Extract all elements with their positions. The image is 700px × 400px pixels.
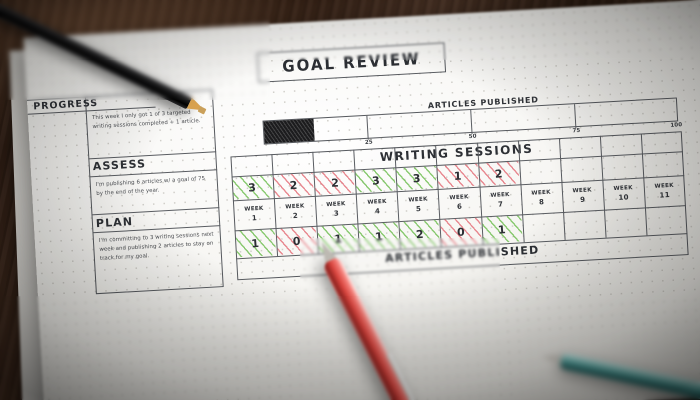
articles-published-cell-week-10[interactable]: [604, 207, 647, 237]
articles-published-cell-week-1[interactable]: 1: [235, 228, 278, 258]
articles-published-cell-week-6[interactable]: 0: [440, 217, 483, 247]
writing-sessions-value: 2: [330, 176, 340, 190]
articles-published-value: 0: [292, 234, 302, 248]
writing-sessions-cell-week-7[interactable]: 2: [478, 160, 520, 186]
articles-published-cell-week-2[interactable]: 0: [276, 226, 319, 256]
writing-sessions-cell-week-10[interactable]: [601, 154, 643, 180]
articles-published-cell-week-8[interactable]: [522, 212, 565, 242]
week-label-number: 2: [292, 211, 299, 221]
articles-published-value: 1: [374, 229, 384, 244]
section-heading-plan: PLAN: [95, 215, 134, 231]
writing-sessions-cell-week-6[interactable]: 1: [437, 163, 479, 189]
week-label-number: 4: [374, 207, 381, 216]
week-label-1: WEEK 1: [233, 198, 276, 230]
week-label-number: 3: [333, 209, 340, 218]
writing-sessions-cell-week-1[interactable]: 3: [232, 174, 274, 200]
articles-published-value: 1: [333, 231, 343, 246]
progress-tick-75: [574, 104, 577, 129]
writing-sessions-value: 3: [371, 173, 381, 188]
writing-sessions-cell-week-9[interactable]: [560, 156, 602, 182]
page-title: GOAL REVIEW: [281, 49, 421, 77]
progress-tick-label-max: 100: [670, 122, 683, 129]
writing-sessions-value: 3: [412, 171, 422, 185]
week-label-number: 6: [456, 202, 463, 211]
week-label-5: WEEK 5: [397, 189, 440, 221]
week-label-6: WEEK 6: [438, 187, 481, 219]
articles-published-value: 1: [251, 236, 261, 251]
week-label-2: WEEK 2: [274, 196, 317, 228]
progress-tick-label-50: 50: [468, 133, 477, 141]
week-label-number: 7: [497, 200, 504, 209]
articles-published-cell-week-7[interactable]: 1: [481, 214, 524, 244]
articles-published-cell-week-5[interactable]: 2: [399, 219, 442, 249]
week-label-3: WEEK 3: [315, 194, 358, 226]
articles-published-value: 2: [415, 227, 425, 241]
progress-tick-50: [470, 109, 473, 134]
week-label-7: WEEK 7: [479, 184, 522, 216]
articles-published-cell-week-11[interactable]: [645, 205, 688, 235]
week-label-11: WEEK 11: [643, 175, 686, 207]
writing-sessions-cell-week-8[interactable]: [519, 158, 561, 184]
progress-tick-label-75: 75: [572, 127, 581, 135]
articles-published-cell-week-4[interactable]: 1: [358, 221, 401, 251]
progress-tick-25: [366, 115, 369, 140]
writing-sessions-value: 2: [289, 178, 299, 192]
articles-published-cell-week-9[interactable]: [563, 210, 606, 240]
writing-sessions-value: 1: [453, 169, 463, 183]
articles-published-value: 1: [497, 222, 507, 237]
week-label-number: 11: [659, 191, 671, 200]
progress-bar-fill: [263, 118, 315, 144]
writing-sessions-cell-week-2[interactable]: 2: [273, 172, 315, 198]
articles-published-value: 0: [456, 225, 466, 239]
week-label-10: WEEK 10: [602, 177, 645, 209]
writing-sessions-cell-week-3[interactable]: 2: [314, 170, 356, 196]
week-label-8: WEEK 8: [520, 182, 563, 214]
week-label-number: 1: [251, 214, 258, 223]
writing-sessions-cell-week-5[interactable]: 3: [396, 165, 438, 191]
progress-tick-label-25: 25: [364, 139, 373, 146]
week-label-number: 10: [618, 193, 630, 202]
writing-sessions-value: 3: [248, 180, 258, 195]
week-label-9: WEEK 9: [561, 180, 604, 212]
week-label-number: 8: [538, 198, 545, 207]
week-label-4: WEEK 4: [356, 191, 399, 223]
writing-sessions-cell-week-11[interactable]: [642, 151, 684, 177]
week-label-number: 5: [415, 204, 422, 214]
writing-sessions-cell-week-4[interactable]: 3: [355, 167, 397, 193]
writing-sessions-value: 2: [494, 166, 504, 181]
week-label-number: 9: [579, 195, 586, 205]
page-title-box: GOAL REVIEW: [256, 42, 447, 83]
